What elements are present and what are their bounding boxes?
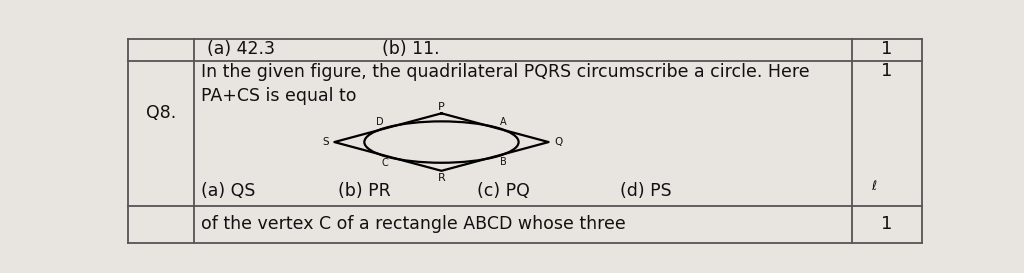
Text: Q8.: Q8. (146, 104, 176, 122)
Text: (a) 42.3: (a) 42.3 (207, 40, 275, 58)
Text: (a) QS: (a) QS (201, 182, 255, 200)
Text: of the vertex C of a rectangle ABCD whose three: of the vertex C of a rectangle ABCD whos… (201, 215, 626, 233)
Text: Q: Q (554, 137, 562, 147)
Text: (b) PR: (b) PR (338, 182, 391, 200)
Text: PA+CS is equal to: PA+CS is equal to (201, 87, 356, 105)
Text: 1: 1 (881, 40, 892, 58)
Text: S: S (322, 137, 329, 147)
Text: D: D (376, 117, 383, 127)
Text: (c) PQ: (c) PQ (477, 182, 530, 200)
Text: (d) PS: (d) PS (620, 182, 672, 200)
Text: 1: 1 (881, 62, 892, 80)
Text: A: A (500, 117, 507, 127)
Text: In the given figure, the quadrilateral PQRS circumscribe a circle. Here: In the given figure, the quadrilateral P… (201, 63, 810, 81)
Text: $\ell$: $\ell$ (870, 179, 878, 193)
Text: R: R (437, 173, 445, 183)
Text: (b) 11.: (b) 11. (382, 40, 439, 58)
Text: P: P (438, 102, 444, 112)
Text: 1: 1 (881, 215, 892, 233)
Text: B: B (500, 157, 507, 167)
Text: C: C (382, 158, 388, 168)
